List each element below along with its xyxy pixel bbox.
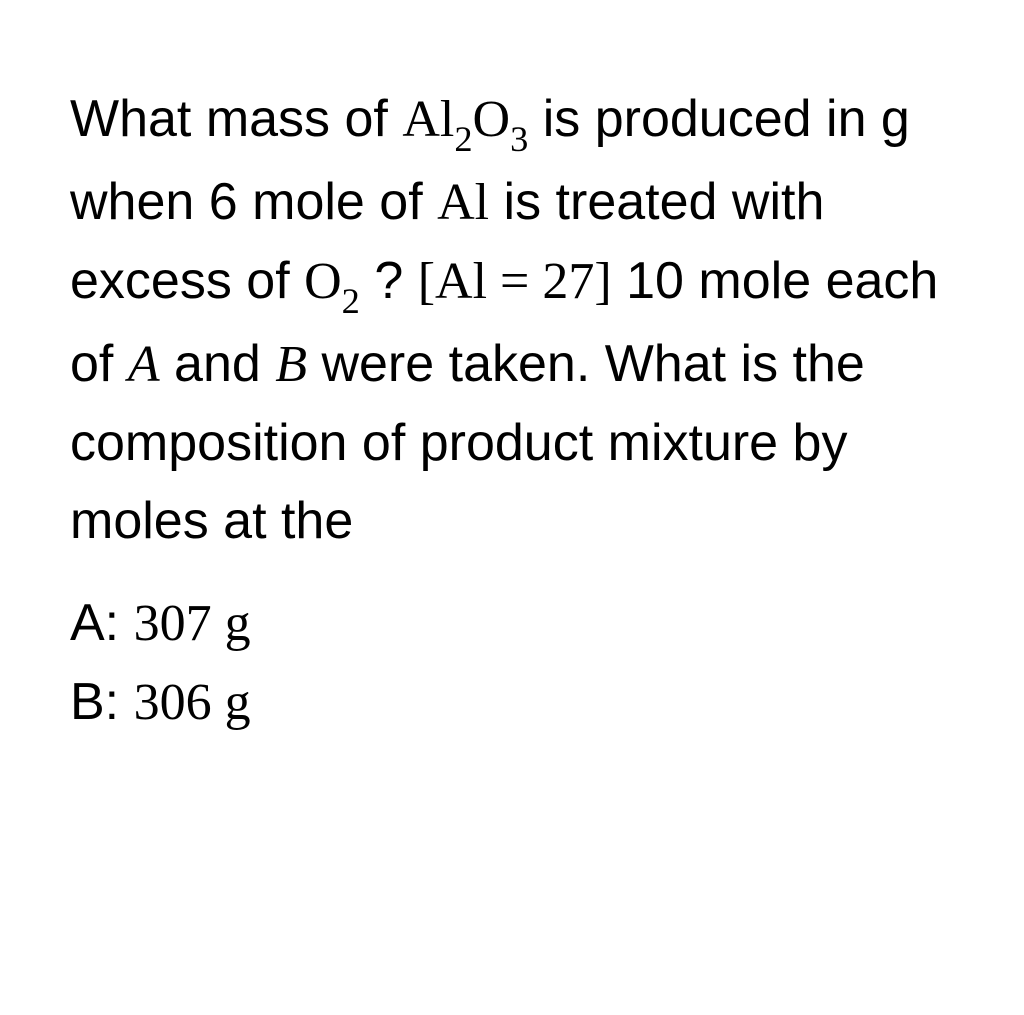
question-part4: ? [360,252,418,310]
atomic-mass-bracket: [Al = 27] [418,253,612,310]
option-b: B: 306 g [70,663,954,742]
option-a-letter: A: [70,594,134,652]
element-al: Al [402,91,454,148]
subscript-3: 3 [510,119,528,159]
equals-sign: = [487,253,542,310]
bracket-open: [ [418,253,435,310]
subscript-2: 2 [454,119,472,159]
formula-al2o3: Al2O3 [402,91,528,148]
question-part1: What mass of [70,90,402,148]
bracket-close: ] [594,253,611,310]
variable-a: A [128,336,160,393]
element-al-bracket: Al [435,253,487,310]
option-b-letter: B: [70,673,134,731]
formula-o2: O2 [304,253,360,310]
answer-options: A: 307 g B: 306 g [70,584,954,742]
option-a-value: 307 g [134,595,251,652]
formula-al: Al [437,174,489,231]
question-part6: and [160,335,276,393]
atomic-mass-value: 27 [542,253,594,310]
element-o2: O [304,253,342,310]
subscript-2b: 2 [342,281,360,321]
question-text: What mass of Al2O3 is produced in g when… [70,80,954,560]
option-a: A: 307 g [70,584,954,663]
variable-b: B [275,336,307,393]
option-b-value: 306 g [134,674,251,731]
element-o: O [473,91,511,148]
